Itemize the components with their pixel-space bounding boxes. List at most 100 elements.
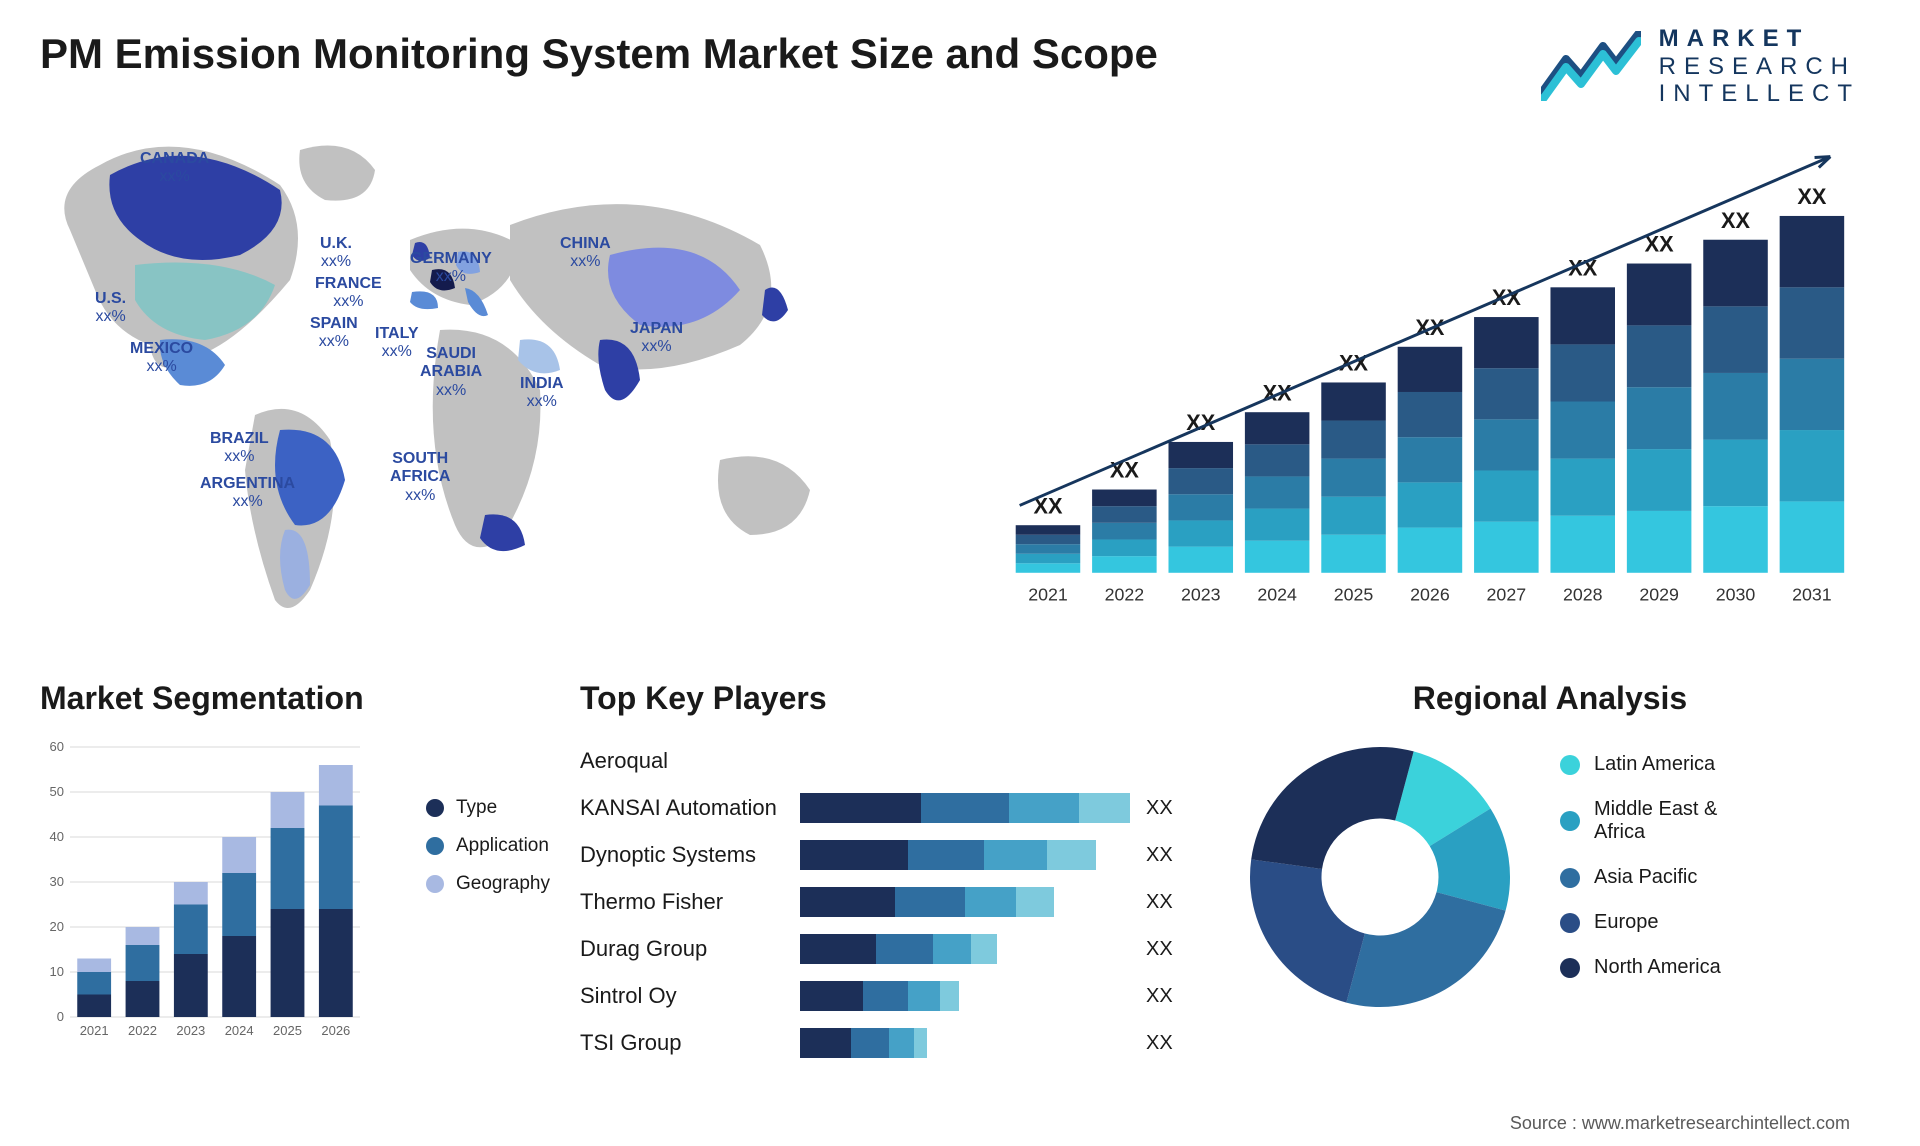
players-panel: Top Key Players Aeroqual KANSAI Automatio…	[580, 680, 1220, 1090]
player-bar	[800, 934, 1130, 964]
region-legend-item: Asia Pacific	[1560, 866, 1721, 889]
player-row: Aeroqual	[580, 737, 1220, 784]
logo-text-2: RESEARCH	[1659, 53, 1860, 81]
world-map: CANADAxx%U.S.xx%MEXICOxx%BRAZILxx%ARGENT…	[40, 130, 960, 630]
regional-legend: Latin America Middle East & Africa Asia Pa…	[1560, 753, 1721, 1001]
regional-panel: Regional Analysis Latin America Middle Ea…	[1240, 680, 1860, 1090]
region-legend-item: Latin America	[1560, 753, 1721, 776]
region-legend-item: Europe	[1560, 911, 1721, 934]
player-name: Sintrol Oy	[580, 985, 800, 1007]
player-row: Dynoptic Systems XX	[580, 831, 1220, 878]
legend-label: Latin America	[1594, 753, 1715, 776]
svg-text:2021: 2021	[1028, 584, 1068, 604]
player-value: XX	[1146, 798, 1173, 818]
svg-text:0: 0	[57, 1009, 64, 1024]
legend-dot-icon	[426, 875, 444, 893]
svg-text:2025: 2025	[1334, 584, 1374, 604]
legend-label: Type	[456, 797, 497, 819]
logo-text-3: INTELLECT	[1659, 80, 1860, 108]
svg-text:2023: 2023	[1181, 584, 1221, 604]
svg-text:50: 50	[50, 784, 64, 799]
svg-text:20: 20	[50, 919, 64, 934]
legend-dot-icon	[1560, 913, 1580, 933]
map-label-germany: GERMANYxx%	[410, 250, 492, 287]
seg-legend-application: Application	[426, 835, 550, 857]
player-row: Thermo Fisher XX	[580, 878, 1220, 925]
svg-text:2031: 2031	[1792, 584, 1832, 604]
map-label-u-k-: U.K.xx%	[320, 235, 352, 272]
svg-text:2023: 2023	[176, 1023, 205, 1038]
player-bar	[800, 981, 1130, 1011]
svg-text:XX: XX	[1492, 285, 1522, 310]
source-note: Source : www.marketresearchintellect.com	[1510, 1113, 1850, 1134]
seg-legend-geography: Geography	[426, 873, 550, 895]
player-value: XX	[1146, 1033, 1173, 1053]
player-name: Aeroqual	[580, 750, 800, 772]
map-label-india: INDIAxx%	[520, 375, 564, 412]
player-name: TSI Group	[580, 1032, 800, 1054]
legend-label: Application	[456, 835, 549, 857]
player-name: Durag Group	[580, 938, 800, 960]
player-name: Thermo Fisher	[580, 891, 800, 913]
player-name: Dynoptic Systems	[580, 844, 800, 866]
player-bar	[800, 840, 1130, 870]
logo-mark-icon	[1541, 31, 1641, 101]
player-value: XX	[1146, 892, 1173, 912]
regional-title: Regional Analysis	[1240, 680, 1860, 717]
svg-text:2029: 2029	[1639, 584, 1679, 604]
svg-text:10: 10	[50, 964, 64, 979]
region-legend-item: Middle East & Africa	[1560, 798, 1721, 844]
svg-text:XX: XX	[1721, 208, 1751, 233]
legend-dot-icon	[1560, 868, 1580, 888]
map-label-mexico: MEXICOxx%	[130, 340, 193, 377]
svg-text:2027: 2027	[1487, 584, 1527, 604]
player-bar	[800, 793, 1130, 823]
players-title: Top Key Players	[580, 680, 1220, 717]
region-legend-item: North America	[1560, 956, 1721, 979]
svg-text:2030: 2030	[1716, 584, 1756, 604]
svg-text:40: 40	[50, 829, 64, 844]
map-label-italy: ITALYxx%	[375, 325, 419, 362]
map-label-saudi-arabia: SAUDI ARABIAxx%	[420, 345, 482, 400]
svg-text:2026: 2026	[1410, 584, 1450, 604]
svg-text:XX: XX	[1797, 184, 1827, 209]
player-value: XX	[1146, 986, 1173, 1006]
segmentation-legend: Type Application Geography	[426, 797, 550, 911]
player-bar	[800, 887, 1130, 917]
map-label-brazil: BRAZILxx%	[210, 430, 269, 467]
legend-dot-icon	[426, 837, 444, 855]
legend-label: Europe	[1594, 911, 1659, 934]
svg-text:2026: 2026	[321, 1023, 350, 1038]
legend-label: Asia Pacific	[1594, 866, 1697, 889]
legend-label: Middle East & Africa	[1594, 798, 1717, 844]
legend-dot-icon	[1560, 811, 1580, 831]
player-row: Sintrol Oy XX	[580, 972, 1220, 1019]
map-label-china: CHINAxx%	[560, 235, 611, 272]
svg-text:XX: XX	[1263, 380, 1293, 405]
brand-logo: MARKET RESEARCH INTELLECT	[1541, 25, 1860, 108]
svg-text:30: 30	[50, 874, 64, 889]
legend-dot-icon	[1560, 755, 1580, 775]
map-svg	[40, 130, 960, 630]
player-bar	[800, 746, 1130, 776]
svg-text:2024: 2024	[1257, 584, 1297, 604]
legend-dot-icon	[1560, 958, 1580, 978]
legend-dot-icon	[426, 799, 444, 817]
regional-donut	[1240, 737, 1520, 1017]
player-value: XX	[1146, 845, 1173, 865]
map-label-canada: CANADAxx%	[140, 150, 209, 187]
legend-label: North America	[1594, 956, 1721, 979]
map-label-japan: JAPANxx%	[630, 320, 683, 357]
map-label-u-s-: U.S.xx%	[95, 290, 126, 327]
svg-text:2028: 2028	[1563, 584, 1603, 604]
map-label-france: FRANCExx%	[315, 275, 382, 312]
svg-text:60: 60	[50, 739, 64, 754]
map-label-south-africa: SOUTH AFRICAxx%	[390, 450, 450, 505]
player-value: XX	[1146, 939, 1173, 959]
player-row: TSI Group XX	[580, 1019, 1220, 1066]
svg-text:2021: 2021	[80, 1023, 109, 1038]
svg-text:2022: 2022	[128, 1023, 157, 1038]
map-label-spain: SPAINxx%	[310, 315, 358, 352]
svg-text:2022: 2022	[1105, 584, 1145, 604]
player-row: KANSAI AutomationXX	[580, 784, 1220, 831]
